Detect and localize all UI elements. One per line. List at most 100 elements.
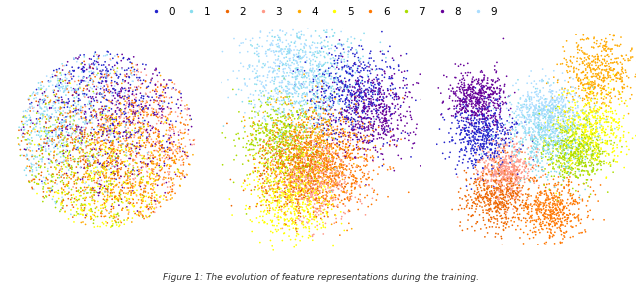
- Point: [284, 162, 295, 166]
- Point: [364, 183, 374, 188]
- Point: [309, 52, 319, 57]
- Point: [512, 168, 522, 173]
- Point: [243, 176, 253, 181]
- Point: [106, 67, 116, 72]
- Point: [571, 132, 582, 137]
- Point: [36, 111, 46, 116]
- Point: [150, 82, 160, 87]
- Point: [351, 113, 361, 117]
- Point: [119, 68, 130, 72]
- Point: [516, 147, 526, 151]
- Point: [603, 47, 613, 51]
- Point: [37, 107, 47, 111]
- Point: [569, 69, 579, 73]
- Point: [481, 152, 491, 156]
- Point: [92, 151, 102, 156]
- Point: [311, 215, 321, 220]
- Point: [509, 167, 519, 172]
- Point: [75, 165, 85, 170]
- Point: [322, 175, 333, 179]
- Point: [323, 103, 333, 108]
- Point: [293, 213, 304, 218]
- Point: [394, 97, 404, 101]
- Point: [308, 40, 318, 45]
- Point: [505, 176, 515, 180]
- Point: [349, 147, 360, 151]
- Point: [162, 105, 173, 109]
- Point: [321, 155, 331, 160]
- Point: [89, 185, 100, 190]
- Point: [474, 108, 484, 113]
- Point: [535, 135, 545, 140]
- Point: [376, 102, 386, 107]
- Point: [574, 201, 584, 205]
- Point: [508, 215, 519, 219]
- Point: [288, 166, 299, 171]
- Point: [29, 96, 39, 101]
- Point: [270, 89, 281, 93]
- Point: [328, 179, 338, 183]
- Point: [501, 164, 512, 168]
- Point: [281, 101, 291, 106]
- Point: [525, 228, 535, 233]
- Point: [286, 140, 297, 144]
- Point: [493, 125, 503, 129]
- Point: [534, 132, 544, 136]
- Point: [293, 184, 304, 188]
- Point: [472, 191, 482, 195]
- Point: [524, 177, 534, 182]
- Point: [601, 110, 611, 114]
- Point: [291, 131, 301, 136]
- Point: [497, 201, 507, 205]
- Point: [345, 138, 356, 143]
- Point: [308, 187, 318, 191]
- Point: [546, 231, 557, 235]
- Point: [508, 127, 518, 132]
- Point: [552, 199, 562, 204]
- Point: [264, 199, 274, 204]
- Point: [106, 190, 116, 194]
- Point: [48, 123, 58, 127]
- Point: [486, 179, 496, 184]
- Point: [102, 116, 112, 120]
- Point: [97, 165, 107, 169]
- Point: [519, 115, 530, 120]
- Point: [323, 130, 333, 135]
- Point: [292, 85, 302, 89]
- Point: [110, 164, 120, 169]
- Point: [513, 215, 523, 220]
- Point: [120, 153, 130, 158]
- Point: [569, 117, 579, 122]
- Point: [481, 195, 491, 199]
- Point: [259, 179, 270, 183]
- Point: [349, 107, 359, 112]
- Point: [279, 180, 290, 185]
- Point: [146, 78, 157, 82]
- Point: [69, 200, 79, 204]
- Point: [559, 154, 569, 158]
- Point: [496, 158, 506, 163]
- Point: [306, 140, 317, 145]
- Point: [363, 141, 374, 146]
- Point: [320, 45, 330, 49]
- Point: [493, 186, 503, 190]
- Point: [91, 59, 101, 64]
- Point: [352, 182, 362, 186]
- Point: [93, 71, 103, 76]
- Point: [393, 153, 403, 158]
- Point: [333, 92, 343, 96]
- Point: [554, 207, 564, 211]
- Point: [555, 170, 565, 175]
- Point: [327, 96, 338, 100]
- Point: [559, 124, 569, 129]
- Point: [273, 181, 284, 186]
- Point: [587, 155, 597, 159]
- Point: [69, 144, 80, 148]
- Point: [58, 140, 69, 145]
- Point: [456, 118, 467, 123]
- Point: [138, 130, 148, 134]
- Point: [510, 153, 520, 158]
- Point: [178, 146, 188, 151]
- Point: [112, 73, 122, 78]
- Point: [602, 175, 612, 179]
